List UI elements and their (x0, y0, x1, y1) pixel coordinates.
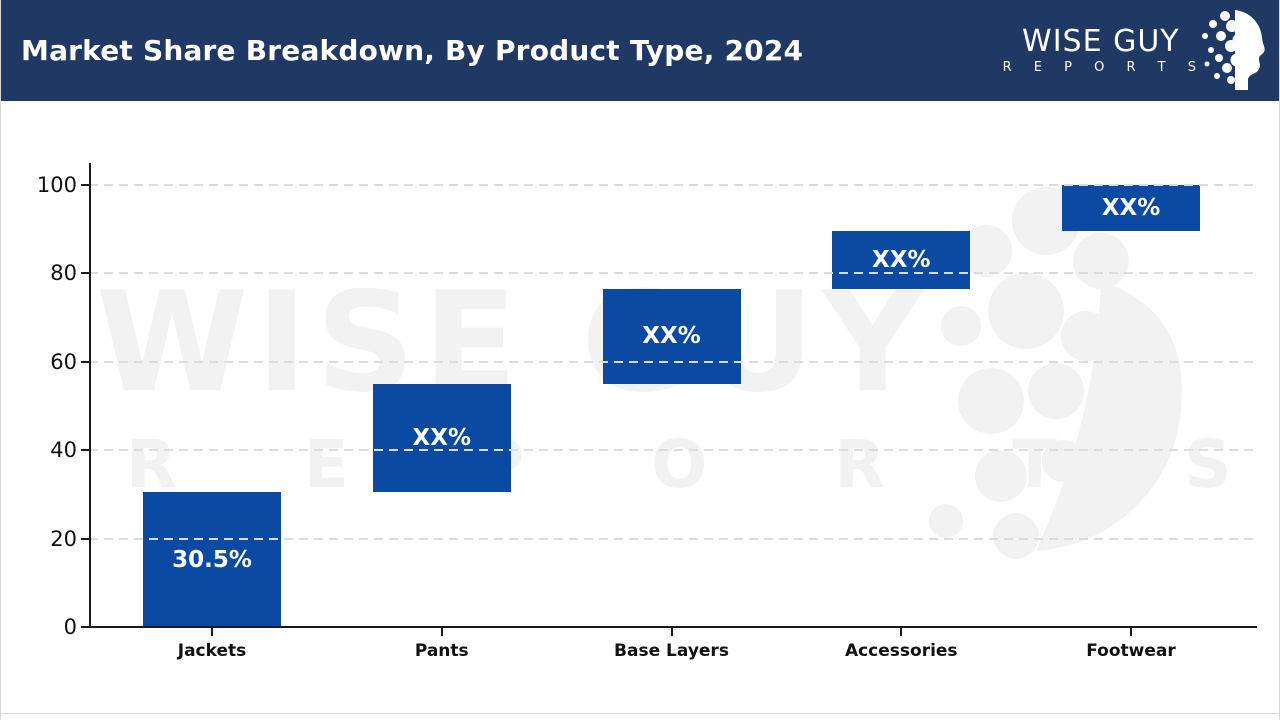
x-tick-mark-jackets (211, 628, 213, 636)
bar-value-label-footwear: XX% (1101, 195, 1161, 222)
y-tick-mark-40 (81, 449, 89, 452)
gridline-80 (89, 272, 1257, 275)
frame-bottom-border (1, 713, 1279, 714)
bar-value-label-accessories: XX% (871, 247, 931, 274)
x-tick-label-pants: Pants (414, 641, 469, 661)
gridline-100 (89, 184, 1257, 187)
y-tick-label-60: 60 (50, 349, 77, 374)
bar-pants (372, 383, 511, 493)
x-axis-line (89, 626, 1257, 628)
brand-name: WISE GUY (1022, 24, 1180, 59)
y-tick-mark-100 (81, 184, 89, 187)
bar-value-label-jackets: 30.5% (172, 546, 252, 573)
y-tick-mark-80 (81, 272, 89, 275)
bar-value-label-base-layers: XX% (642, 323, 701, 350)
waterfall-chart: 0 20 40 60 80 100 30.5% Jackets XX% Pants XX% Base … (1, 101, 1279, 714)
y-tick-label-0: 0 (63, 615, 77, 639)
x-tick-mark-accessories (900, 628, 903, 636)
x-tick-label-footwear: Footwear (1086, 641, 1176, 661)
brand-subname: R E P O R T S (1002, 60, 1205, 75)
y-tick-mark-60 (81, 360, 89, 363)
y-axis-line (89, 163, 91, 627)
x-tick-label-base-layers: Base Layers (614, 641, 729, 661)
header-bar: Market Share Breakdown, By Product Type,… (1, 0, 1279, 101)
bar-footwear (1062, 185, 1200, 232)
x-tick-mark-footwear (1130, 628, 1132, 636)
brand-logo: WISE GUY R E P O R T S (1003, 6, 1267, 96)
x-tick-label-jackets: Jackets (177, 641, 247, 661)
y-tick-label-20: 20 (50, 526, 77, 551)
bar-jackets (143, 492, 281, 627)
bar-value-label-pants: XX% (412, 425, 472, 452)
y-tick-mark-0 (81, 626, 89, 628)
x-tick-mark-base-layers (670, 628, 673, 636)
page-title: Market Share Breakdown, By Product Type,… (21, 34, 804, 67)
bar-base-layers (602, 288, 741, 384)
gridline-40 (89, 449, 1257, 452)
gridline-20 (89, 537, 1257, 540)
y-tick-label-40: 40 (50, 438, 77, 463)
gridline-60 (89, 360, 1257, 363)
y-tick-label-100: 100 (36, 173, 77, 198)
x-tick-mark-pants (440, 628, 443, 636)
brand-logo-text: WISE GUY R E P O R T S (997, 24, 1205, 76)
bar-accessories (832, 231, 971, 289)
y-tick-mark-20 (81, 537, 89, 540)
y-tick-label-80: 80 (50, 261, 77, 286)
x-tick-label-accessories: Accessories (844, 641, 958, 661)
brand-face-icon (1202, 10, 1265, 90)
